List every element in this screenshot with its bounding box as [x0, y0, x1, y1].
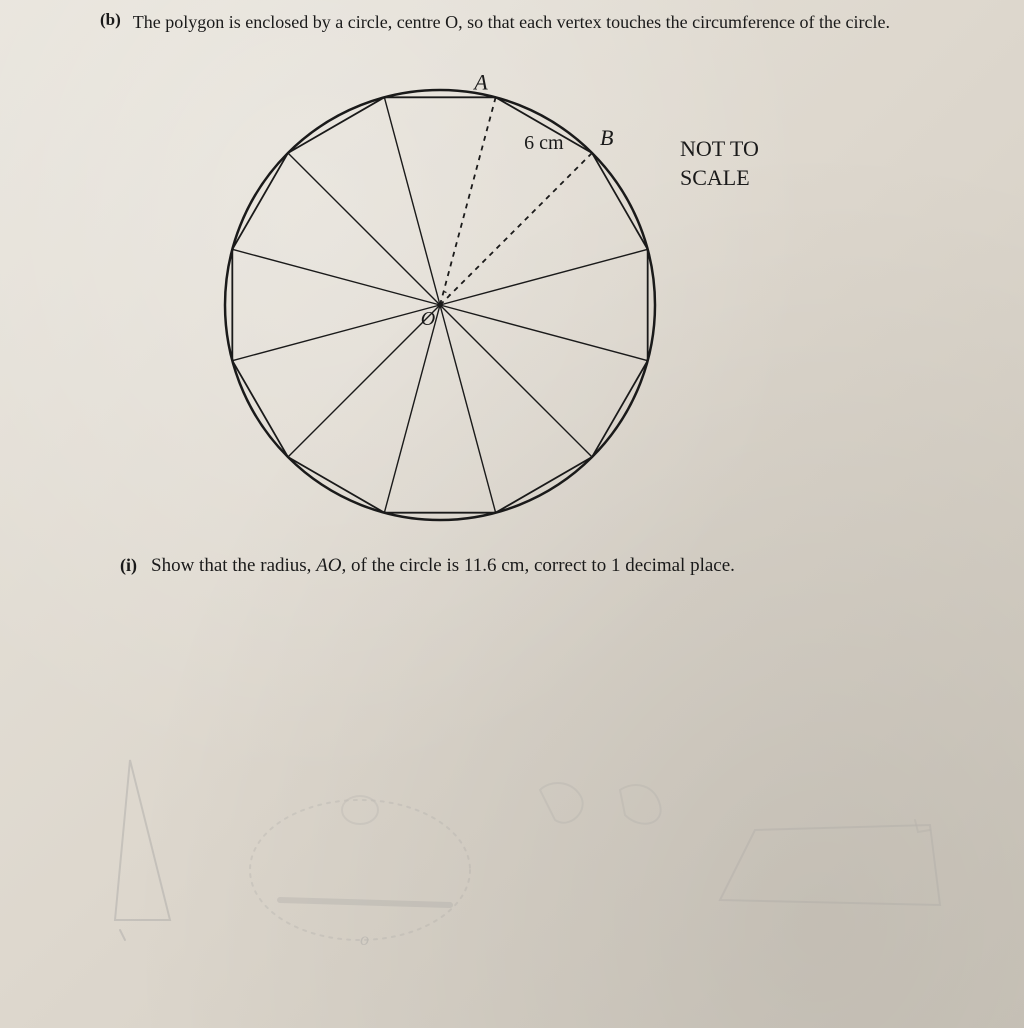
svg-text:o: o — [360, 929, 369, 949]
pencil-sketches: o — [60, 720, 960, 980]
page-container: (b) The polygon is enclosed by a circle,… — [0, 0, 1024, 1028]
not-to-scale: NOT TO SCALE — [680, 135, 759, 192]
scale-line1: NOT TO — [680, 135, 759, 164]
scale-line2: SCALE — [680, 164, 759, 193]
diagram-area: A B 6 cm O NOT TO SCALE — [40, 55, 984, 545]
sub-label: (i) — [120, 555, 137, 576]
question-b: (b) The polygon is enclosed by a circle,… — [100, 10, 984, 35]
question-text: The polygon is enclosed by a circle, cen… — [133, 10, 890, 35]
part-label: (b) — [100, 10, 121, 30]
svg-text:B: B — [600, 125, 613, 150]
svg-text:A: A — [472, 70, 488, 95]
svg-text:6 cm: 6 cm — [524, 132, 564, 154]
svg-text:O: O — [421, 308, 435, 330]
sub-question-text: Show that the radius, AO, of the circle … — [151, 555, 735, 577]
sub-question-i: (i) Show that the radius, AO, of the cir… — [120, 555, 984, 577]
polygon-diagram: A B 6 cm O — [210, 55, 680, 545]
